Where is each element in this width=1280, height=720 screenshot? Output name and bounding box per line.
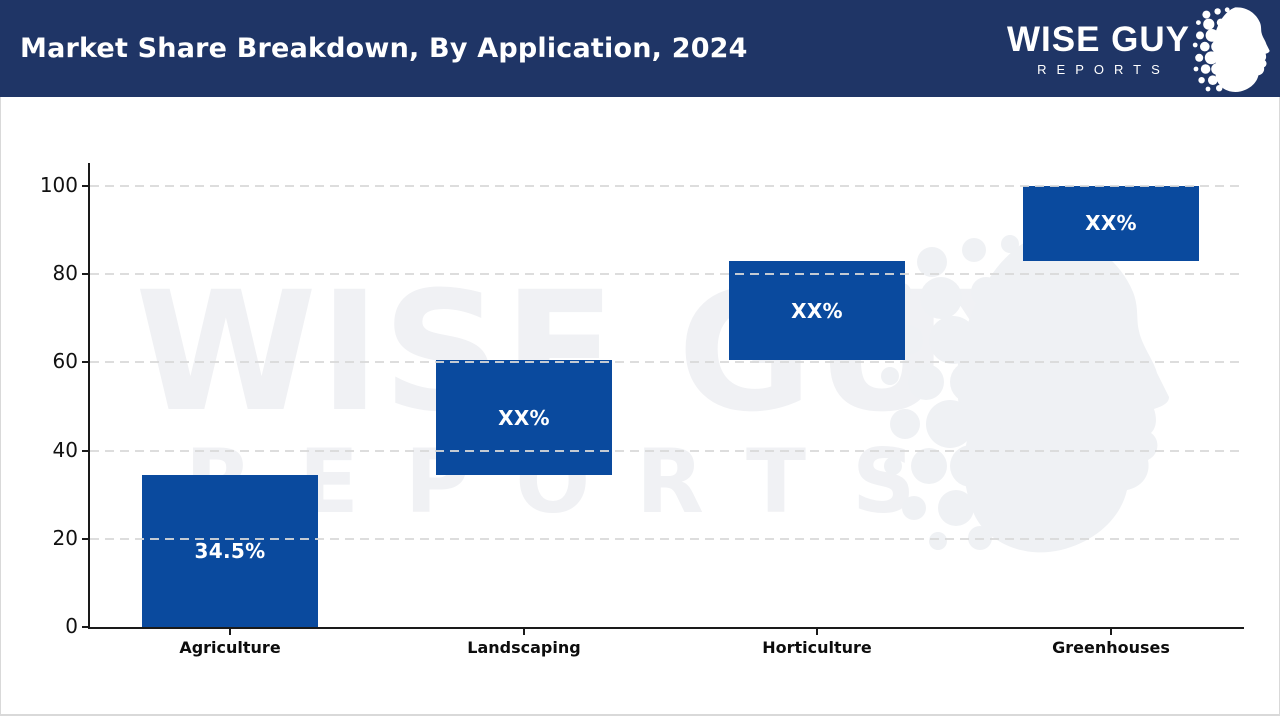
bar-horticulture: XX% <box>729 260 905 361</box>
watermark-head-icon <box>878 226 1178 556</box>
bar-agriculture: 34.5% <box>142 474 318 627</box>
y-tick-mark <box>82 361 88 364</box>
gridline <box>90 361 1244 364</box>
brand-logo-text: WISE GUY REPORTS <box>1006 20 1190 77</box>
y-axis-line <box>88 163 90 629</box>
y-tick-mark <box>82 449 88 452</box>
y-tick-label: 80 <box>52 261 78 286</box>
x-tick-mark <box>816 629 818 635</box>
category-label-greenhouses: Greenhouses <box>1052 638 1170 657</box>
bar-greenhouses: XX% <box>1023 186 1199 261</box>
y-tick-label: 0 <box>65 614 78 638</box>
y-tick-label: 40 <box>52 437 78 462</box>
gridline <box>90 273 1244 276</box>
y-tick-mark <box>82 185 88 187</box>
brand-subname: REPORTS <box>1037 61 1170 77</box>
header-bar: Market Share Breakdown, By Application, … <box>0 0 1280 97</box>
y-tick-mark <box>82 626 88 628</box>
y-tick-label: 60 <box>52 349 78 374</box>
y-tick-mark <box>82 273 88 276</box>
x-axis-line <box>88 627 1244 629</box>
bar-value-label: XX% <box>1085 211 1137 236</box>
brand-name: WISE GUY <box>1006 20 1190 60</box>
x-tick-mark <box>229 629 231 635</box>
category-label-horticulture: Horticulture <box>762 638 872 657</box>
category-label-agriculture: Agriculture <box>179 638 281 657</box>
bar-value-label: XX% <box>791 298 843 323</box>
x-tick-mark <box>523 629 525 635</box>
x-tick-mark <box>1110 629 1112 635</box>
category-label-landscaping: Landscaping <box>467 638 581 657</box>
bar-value-label: 34.5% <box>194 538 266 563</box>
gridline <box>90 185 1244 187</box>
brand-logo: WISE GUY REPORTS <box>1007 0 1272 97</box>
y-tick-mark <box>82 537 88 540</box>
bar-landscaping: XX% <box>436 360 612 475</box>
gridline <box>90 449 1244 452</box>
y-tick-label: 20 <box>52 525 78 550</box>
gridline <box>90 537 1244 540</box>
wise-guy-head-icon <box>1192 5 1272 93</box>
page-title: Market Share Breakdown, By Application, … <box>20 33 748 64</box>
y-tick-label: 100 <box>39 173 78 197</box>
bar-value-label: XX% <box>498 405 550 430</box>
